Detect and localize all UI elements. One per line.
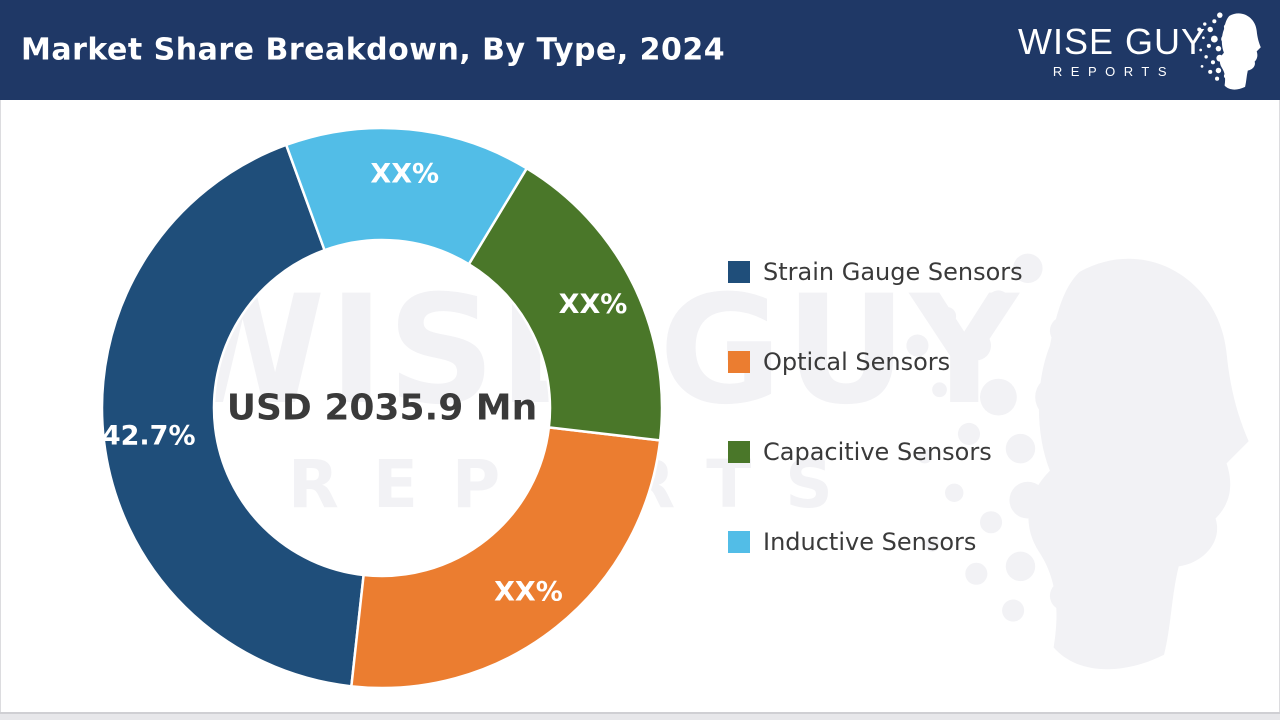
header-bar: Market Share Breakdown, By Type, 2024 WI… — [0, 0, 1280, 100]
brand-subname: REPORTS — [1052, 64, 1176, 79]
legend-item: Optical Sensors — [728, 347, 1023, 376]
brand-logo-text: WISE GUY REPORTS — [1018, 21, 1206, 79]
legend-label: Strain Gauge Sensors — [763, 257, 1023, 286]
segment-value-label: XX% — [494, 576, 563, 607]
brand-head-logo-icon — [1197, 12, 1261, 90]
legend-swatch-icon — [728, 350, 750, 373]
legend-label: Optical Sensors — [763, 347, 951, 376]
legend-label: Inductive Sensors — [763, 527, 977, 556]
donut-segment-optical-sensors — [350, 426, 662, 690]
legend-item: Inductive Sensors — [728, 527, 1023, 556]
page-title: Market Share Breakdown, By Type, 2024 — [21, 32, 726, 68]
segment-value-label: XX% — [559, 289, 628, 320]
segment-value-label: XX% — [370, 159, 439, 190]
legend-swatch-icon — [728, 440, 750, 463]
donut-segment-strain-gauge-sensors — [100, 143, 365, 688]
chart-legend: Strain Gauge Sensors Optical Sensors Capac… — [728, 258, 1023, 618]
donut-segment-inductive-sensors — [284, 126, 528, 266]
legend-item: Strain Gauge Sensors — [728, 257, 1023, 286]
legend-label: Capacitive Sensors — [763, 437, 992, 466]
legend-swatch-icon — [728, 260, 750, 283]
legend-swatch-icon — [728, 530, 750, 553]
chart-center-total: USD 2035.9 Mn — [226, 387, 538, 429]
legend-item: Capacitive Sensors — [728, 437, 1023, 466]
window-border-left — [0, 100, 1, 712]
segment-value-label: 42.7% — [102, 421, 196, 452]
brand-logo: WISE GUY REPORTS — [1018, 8, 1264, 92]
donut-segment-capacitive-sensors — [467, 167, 664, 442]
window-bottom-edge — [0, 712, 1280, 720]
brand-name: WISE GUY — [1017, 21, 1206, 62]
